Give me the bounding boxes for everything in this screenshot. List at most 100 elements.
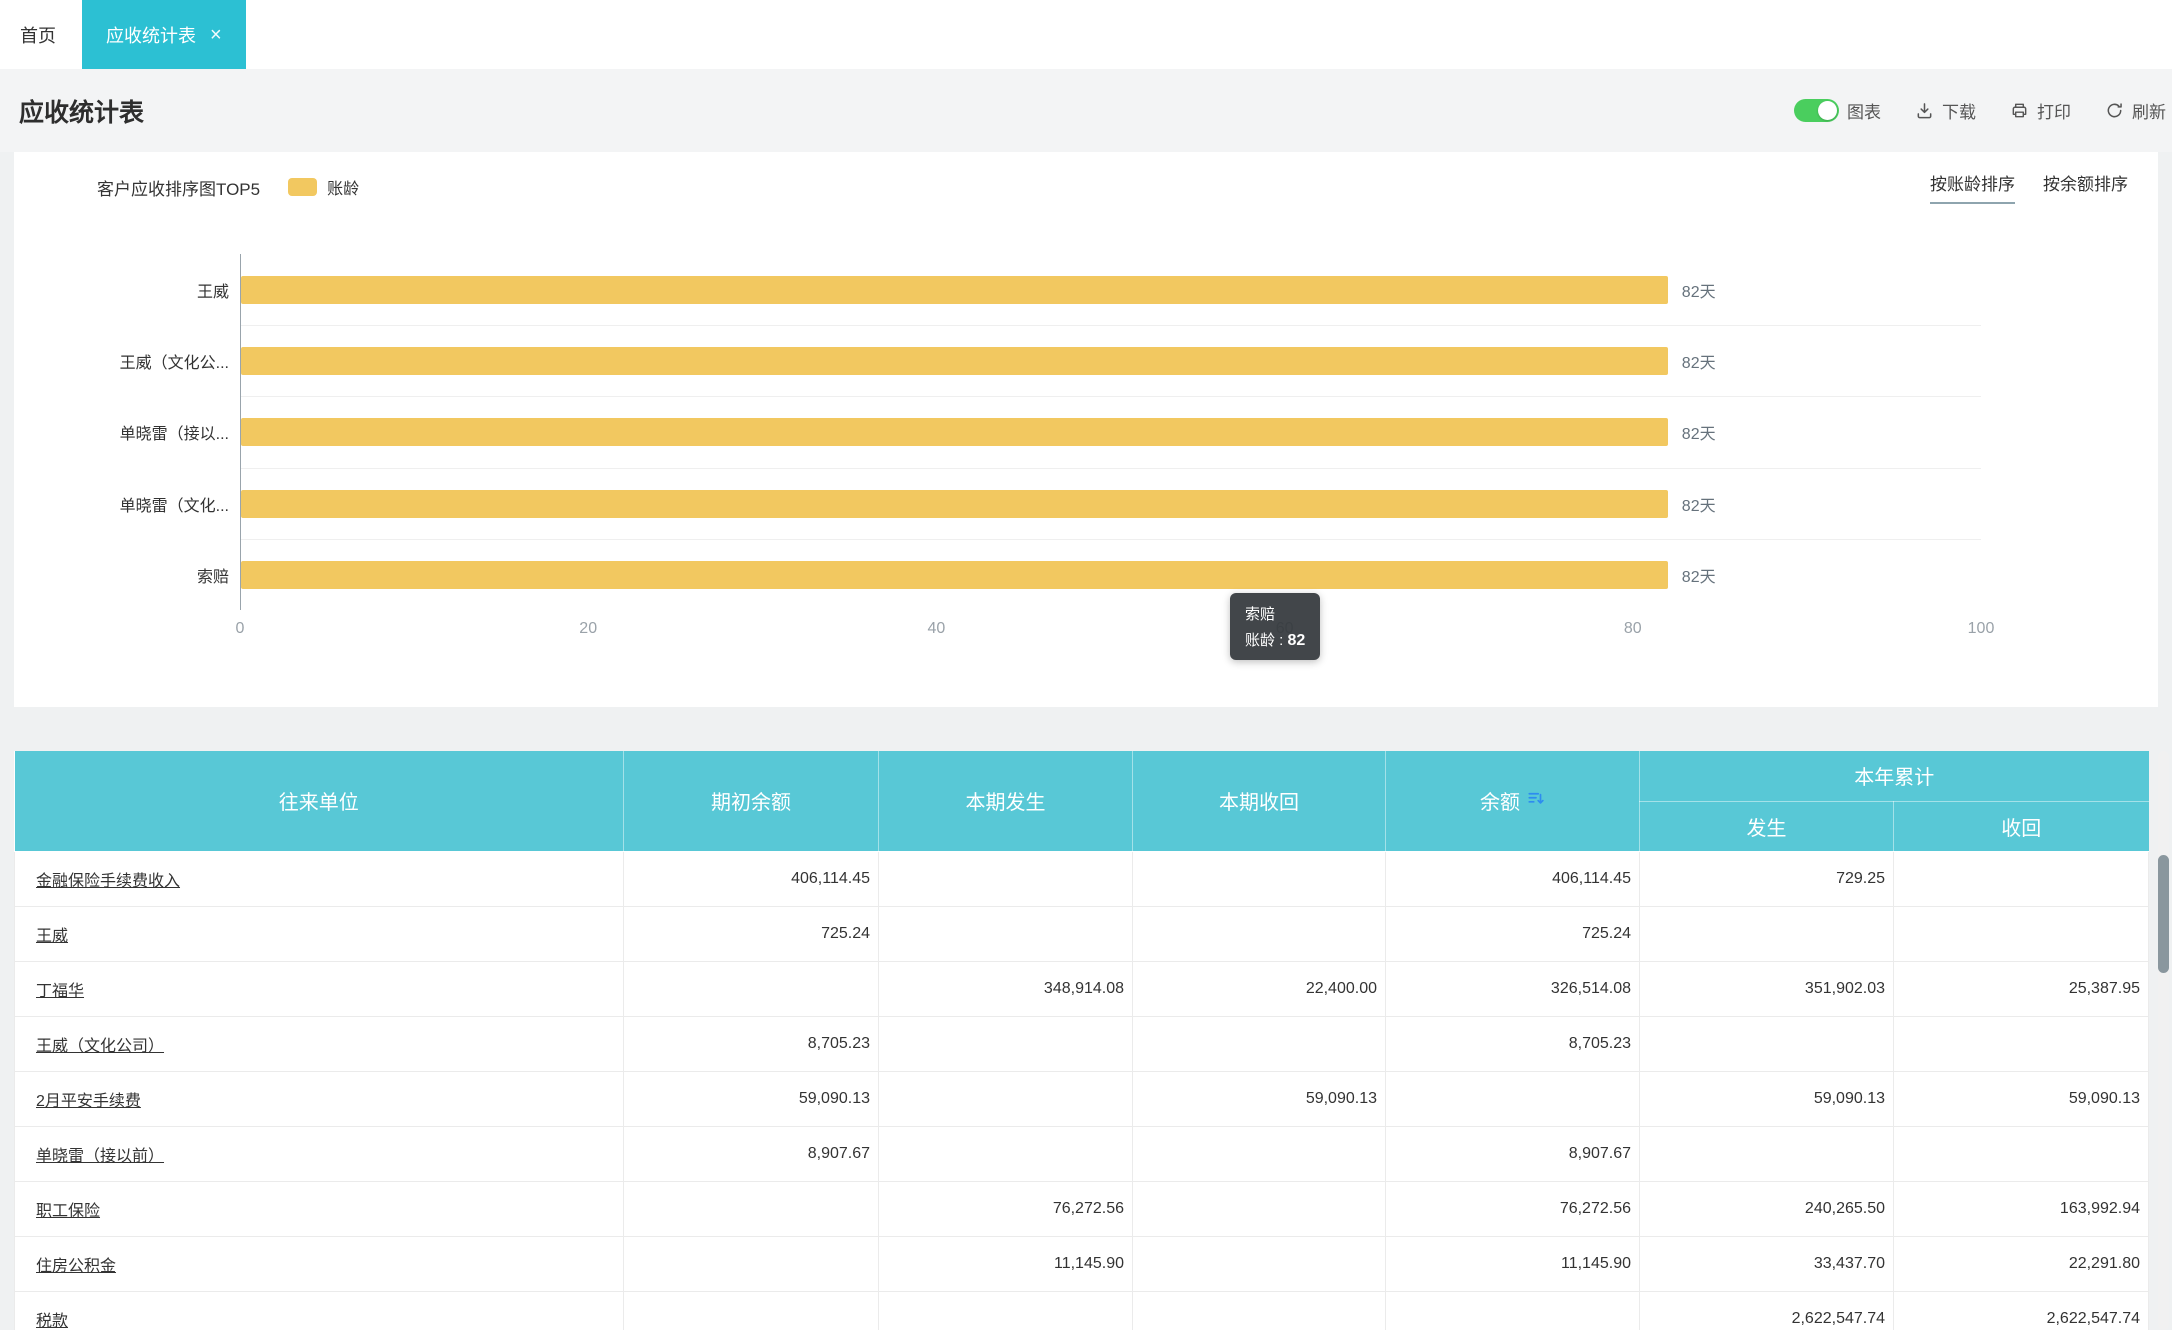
cell-ytd_incurred: 729.25	[1639, 851, 1894, 907]
col-header-ytd-recovered: 收回	[1893, 800, 2149, 852]
tooltip-line: 账龄 : 82	[1245, 629, 1305, 650]
refresh-button[interactable]: 刷新	[2105, 98, 2166, 123]
cell-company: 税款	[14, 1291, 624, 1330]
tab-home[interactable]: 首页	[20, 25, 56, 46]
print-label: 打印	[2037, 103, 2071, 122]
col-header-balance[interactable]: 余额	[1385, 751, 1640, 852]
cell-recovered: 22,400.00	[1132, 961, 1386, 1017]
bar-value-label: 82天	[1681, 568, 1716, 586]
cell-ytd_recovered: 25,387.95	[1893, 961, 2149, 1017]
cell-company: 丁福华	[14, 961, 624, 1017]
cell-ytd_recovered: 2,622,547.74	[1893, 1291, 2149, 1330]
cell-opening	[623, 1236, 879, 1292]
cell-balance	[1385, 1291, 1640, 1330]
company-link[interactable]: 2月平安手续费	[36, 1092, 141, 1110]
tab-bar: 首页 应收统计表 ×	[0, 0, 2172, 69]
cell-ytd_recovered: 59,090.13	[1893, 1071, 2149, 1127]
tab-close-icon[interactable]: ×	[210, 23, 222, 46]
print-button[interactable]: 打印	[2010, 98, 2071, 123]
scrollbar-thumb[interactable]	[2158, 855, 2169, 973]
cell-opening: 8,705.23	[623, 1016, 879, 1072]
cell-ytd_incurred: 240,265.50	[1639, 1181, 1894, 1237]
chart-bar[interactable]	[241, 560, 1668, 589]
refresh-icon	[2105, 101, 2124, 120]
tooltip-value: 82	[1287, 632, 1306, 649]
chart-head: 客户应收排序图TOP5 账龄 按账龄排序 按余额排序	[97, 168, 2128, 206]
chart-toggle-switch[interactable]	[1794, 99, 1839, 122]
cell-recovered	[1132, 1016, 1386, 1072]
company-link[interactable]: 王威	[36, 927, 69, 945]
company-link[interactable]: 税款	[36, 1312, 69, 1330]
cell-ytd_incurred	[1639, 906, 1894, 962]
sort-by-aging-link[interactable]: 按账龄排序	[1930, 170, 2015, 204]
chart-bar[interactable]	[241, 347, 1668, 376]
col-header-opening: 期初余额	[623, 751, 879, 852]
cell-recovered	[1132, 1126, 1386, 1182]
col-header-ytd-incurred: 发生	[1639, 800, 1894, 852]
download-button[interactable]: 下载	[1915, 98, 1976, 123]
chart-bar[interactable]	[241, 275, 1668, 304]
cell-balance: 8,705.23	[1385, 1016, 1640, 1072]
company-link[interactable]: 王威（文化公司）	[36, 1037, 165, 1055]
cell-incurred	[878, 1071, 1133, 1127]
cell-opening: 725.24	[623, 906, 879, 962]
cell-company: 王威（文化公司）	[14, 1016, 624, 1072]
category-axis-label: 王威	[196, 283, 229, 301]
x-axis-tick-label: 80	[1623, 620, 1642, 637]
bar-value-label: 82天	[1681, 355, 1716, 373]
table-row: 2月平安手续费 59,090.13 59,090.13 59,090.13 59,090…	[14, 1071, 2149, 1127]
cell-ytd_incurred	[1639, 1126, 1894, 1182]
cell-opening	[623, 961, 879, 1017]
bar-row: 王威（文化公... 82天	[120, 325, 1981, 396]
col-header-company: 往来单位	[14, 751, 624, 852]
cell-ytd_recovered	[1893, 851, 2149, 907]
company-link[interactable]: 单晓雷（接以前）	[36, 1147, 165, 1165]
tab-receivable-stats[interactable]: 应收统计表 ×	[82, 0, 246, 69]
cell-ytd_recovered	[1893, 1126, 2149, 1182]
chart-bar[interactable]	[241, 489, 1668, 518]
category-axis-label: 单晓雷（接以...	[119, 426, 229, 444]
sort-descending-icon[interactable]	[1527, 789, 1545, 813]
company-link[interactable]: 住房公积金	[36, 1257, 117, 1275]
table-row: 王威 725.24 725.24	[14, 906, 2149, 962]
table-row: 王威（文化公司） 8,705.23 8,705.23	[14, 1016, 2149, 1072]
cell-incurred	[878, 1126, 1133, 1182]
company-link[interactable]: 金融保险手续费收入	[36, 872, 181, 890]
cell-incurred	[878, 906, 1133, 962]
x-axis-tick-label: 40	[927, 620, 946, 637]
cell-recovered	[1132, 1181, 1386, 1237]
table-row: 税款 2,622,547.74 2,622,547.74	[14, 1291, 2149, 1330]
cell-balance: 11,145.90	[1385, 1236, 1640, 1292]
cell-opening: 8,907.67	[623, 1126, 879, 1182]
cell-company: 住房公积金	[14, 1236, 624, 1292]
cell-recovered	[1132, 851, 1386, 907]
cell-balance: 725.24	[1385, 906, 1640, 962]
company-link[interactable]: 丁福华	[36, 982, 85, 1000]
table-body: 金融保险手续费收入 406,114.45 406,114.45 729.25 王威 725…	[14, 851, 2149, 1330]
company-link[interactable]: 职工保险	[36, 1202, 101, 1220]
bar-row: 单晓雷（接以... 82天	[120, 396, 1981, 467]
sort-by-balance-link[interactable]: 按余额排序	[2043, 175, 2128, 194]
cell-company: 单晓雷（接以前）	[14, 1126, 624, 1182]
cell-recovered	[1132, 906, 1386, 962]
bar-value-label: 82天	[1681, 497, 1716, 515]
cell-incurred: 76,272.56	[878, 1181, 1133, 1237]
vertical-scrollbar[interactable]	[2158, 751, 2169, 1330]
cell-ytd_recovered	[1893, 1016, 2149, 1072]
category-axis-label: 单晓雷（文化...	[119, 497, 229, 515]
chart-bar[interactable]	[241, 418, 1668, 447]
bar-row: 王威 82天	[197, 254, 1981, 325]
cell-ytd_recovered	[1893, 906, 2149, 962]
cell-opening: 406,114.45	[623, 851, 879, 907]
page-header: 应收统计表 图表 下载 打印	[0, 69, 2172, 152]
tab-label: 应收统计表	[106, 25, 196, 46]
table-row: 丁福华 348,914.08 22,400.00 326,514.08 351,902.…	[14, 961, 2149, 1017]
tooltip-label: 账龄 :	[1245, 632, 1284, 649]
category-axis-label: 索赔	[196, 568, 229, 586]
chart-legend[interactable]: 账龄	[288, 175, 359, 199]
chart-title: 客户应收排序图TOP5	[97, 179, 261, 199]
legend-label: 账龄	[327, 181, 360, 198]
bar-value-label: 82天	[1681, 283, 1716, 301]
chart-sort-links: 按账龄排序 按余额排序	[1930, 170, 2128, 204]
legend-swatch-icon	[288, 178, 318, 196]
